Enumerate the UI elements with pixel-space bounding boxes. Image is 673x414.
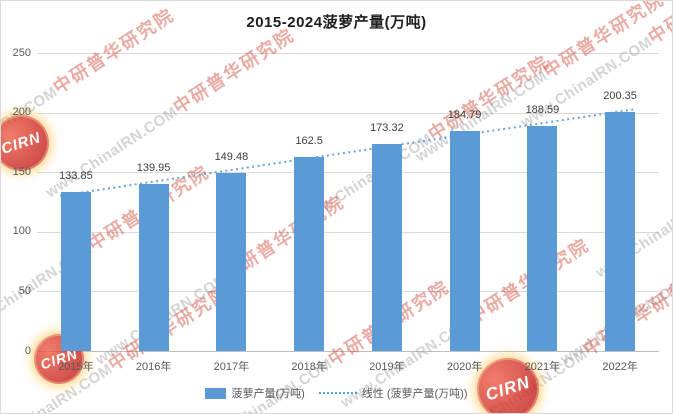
legend-item-bar-series: 菠萝产量(万吨) xyxy=(205,385,305,401)
y-axis-tick-label: 200 xyxy=(12,106,31,119)
bar xyxy=(294,157,325,351)
trendline-label: 线性 (菠萝产量(万吨)) xyxy=(361,388,468,400)
gridline xyxy=(37,231,659,233)
x-axis-tick-label: 2015年 xyxy=(58,361,94,373)
gridline xyxy=(37,53,659,54)
data-label: 149.48 xyxy=(214,150,249,163)
x-axis-tick-label: 2017年 xyxy=(213,361,250,373)
x-axis-tick-label: 2018年 xyxy=(291,361,327,373)
bar xyxy=(527,126,558,351)
watermark-text: www.ChinaIRN.COM中研普华研究院 xyxy=(1,158,214,340)
y-axis-tick-label: 0 xyxy=(24,344,31,357)
bar xyxy=(216,172,247,351)
y-axis-tick-label: 150 xyxy=(12,165,31,178)
trendline-swatch-icon xyxy=(318,392,357,394)
data-label: 188.59 xyxy=(525,104,560,117)
bar-series-label: 菠萝产量(万吨) xyxy=(231,388,305,400)
bar xyxy=(138,184,169,351)
y-axis-tick-label: 100 xyxy=(12,225,31,238)
bar xyxy=(371,144,402,351)
bar xyxy=(449,130,480,351)
gridline xyxy=(37,351,659,352)
x-axis-tick-label: 2016年 xyxy=(135,361,172,373)
bar xyxy=(60,191,91,351)
bar xyxy=(605,112,636,351)
watermark-org-text: 中研普华研究院 xyxy=(169,24,298,118)
y-axis-tick-label: 50 xyxy=(18,284,31,297)
legend-item-trendline: 线性 (菠萝产量(万吨)) xyxy=(309,385,468,401)
data-label: 133.85 xyxy=(59,169,93,182)
data-label: 200.35 xyxy=(603,90,637,103)
watermark-site-text: www.ChinaIRN.COM xyxy=(452,345,591,413)
chart-title: 2015-2024菠萝产量(万吨) xyxy=(246,14,427,31)
data-label: 139.95 xyxy=(136,162,171,175)
data-label: 184.79 xyxy=(447,108,482,121)
x-axis-tick-label: 2022年 xyxy=(602,361,638,373)
bar-series-swatch-icon xyxy=(205,387,227,399)
x-axis-tick-label: 2021年 xyxy=(524,361,561,373)
data-label: 173.32 xyxy=(370,122,404,135)
x-axis-tick-label: 2019年 xyxy=(369,361,405,373)
data-label: 162.5 xyxy=(295,135,323,148)
legend: 菠萝产量(万吨) 线性 (菠萝产量(万吨)) xyxy=(1,385,672,401)
y-axis-tick-label: 250 xyxy=(12,46,31,59)
gridline xyxy=(37,291,659,293)
x-axis-tick-label: 2020年 xyxy=(446,361,483,373)
